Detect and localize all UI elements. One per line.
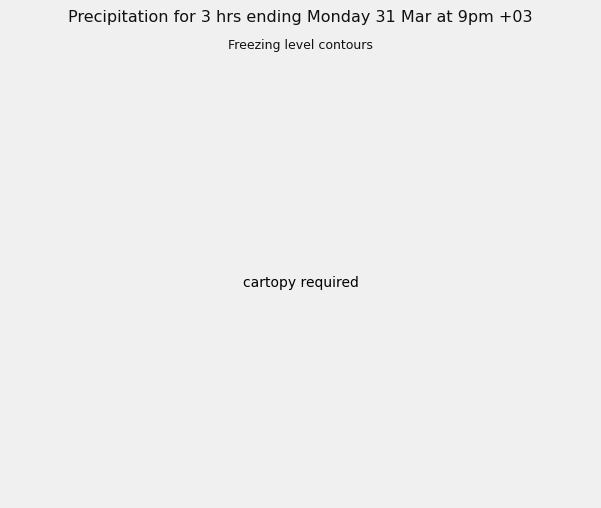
Text: cartopy required: cartopy required bbox=[243, 276, 358, 290]
Text: Freezing level contours: Freezing level contours bbox=[228, 39, 373, 52]
Text: Precipitation for 3 hrs ending Monday 31 Mar at 9pm +03: Precipitation for 3 hrs ending Monday 31… bbox=[69, 10, 532, 25]
